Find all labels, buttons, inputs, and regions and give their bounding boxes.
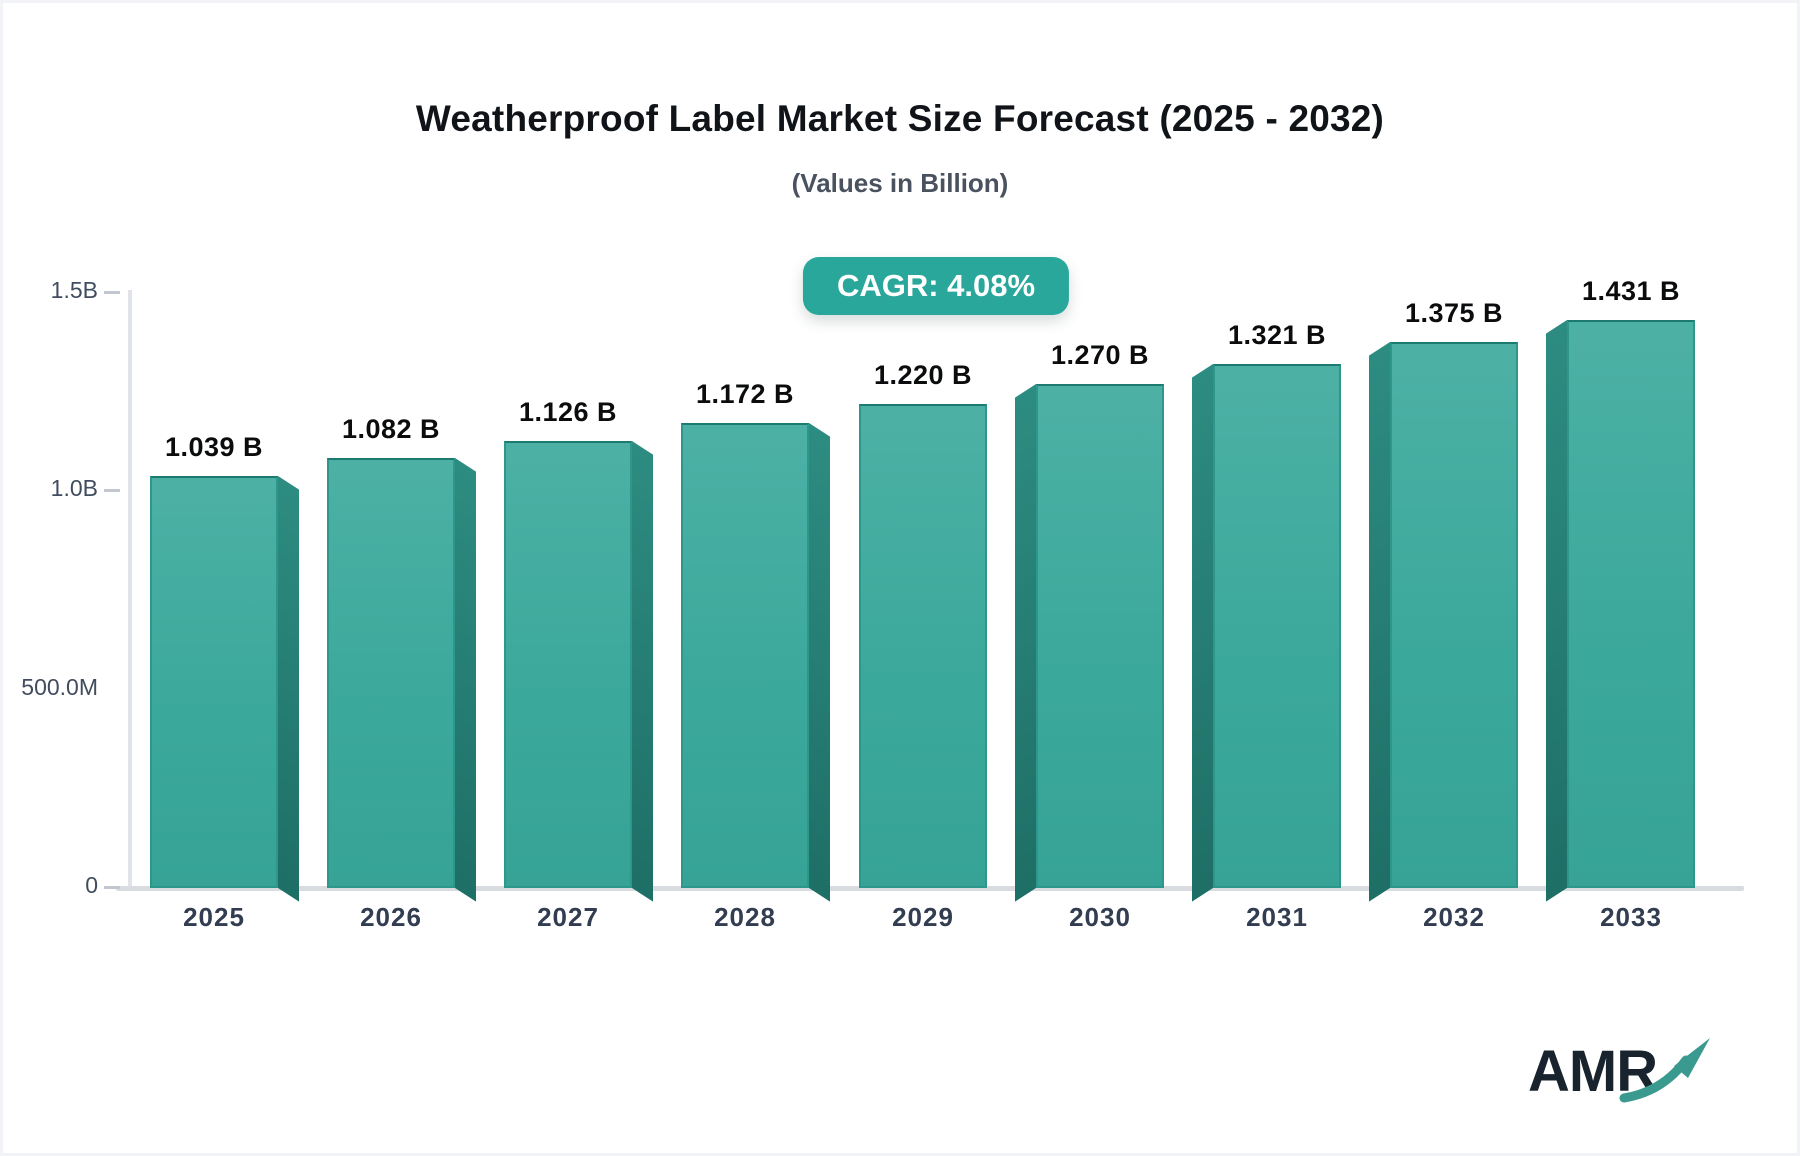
bar-value-label: 1.431 B: [1581, 276, 1681, 306]
bar-side: [1015, 384, 1036, 902]
bar-side: [278, 476, 299, 902]
cagr-badge: CAGR: 4.08%: [802, 257, 1070, 315]
bar-value-label: 1.172 B: [695, 379, 795, 409]
bar-value-label: 1.321 B: [1227, 320, 1327, 350]
bar-value-label: 1.126 B: [518, 397, 618, 427]
x-axis-label-2032: 2032: [1423, 902, 1485, 932]
y-axis-line: [128, 290, 132, 888]
bar-side: [1192, 364, 1213, 902]
chart-subtitle: (Values in Billion): [791, 168, 1009, 198]
bar-side: [1546, 320, 1567, 902]
y-axis-label-1.0B: 1.0B: [50, 475, 98, 501]
x-axis-label-2031: 2031: [1246, 902, 1308, 932]
bar-2033[interactable]: [1546, 320, 1695, 902]
bar-2027[interactable]: [504, 441, 653, 902]
bar-face: [1567, 320, 1695, 888]
bar-face: [1390, 342, 1518, 888]
x-axis-baseline: [116, 886, 1744, 891]
bar-value-label: 1.375 B: [1404, 298, 1504, 328]
bar-2028[interactable]: [681, 423, 830, 902]
x-axis-label-2027: 2027: [537, 902, 599, 932]
x-axis-label-2030: 2030: [1069, 902, 1131, 932]
y-axis-label-1.5B: 1.5B: [50, 276, 98, 303]
bar-2031[interactable]: [1192, 364, 1341, 902]
bar-face: [1213, 364, 1341, 888]
bar-face: [327, 458, 455, 888]
bar-face: [504, 441, 632, 888]
bar-value-label: 1.039 B: [164, 432, 264, 462]
bar-face: [859, 404, 987, 888]
bar-2032[interactable]: [1369, 342, 1518, 902]
bar-face: [1036, 384, 1164, 888]
x-axis-label-2028: 2028: [714, 902, 776, 932]
bar-face: [150, 476, 278, 888]
bar-side: [809, 423, 830, 902]
x-axis-label-2033: 2033: [1600, 902, 1662, 932]
chart-title: Weatherproof Label Market Size Forecast …: [415, 98, 1385, 139]
y-axis-tick-1.0B: [104, 489, 120, 492]
x-axis-label-2026: 2026: [360, 902, 422, 932]
bar-2026[interactable]: [327, 458, 476, 902]
x-axis-label-2029: 2029: [892, 902, 954, 932]
bar-side: [1369, 342, 1390, 902]
y-axis-label-0: 0: [85, 872, 98, 898]
growth-arrow-icon: [1619, 1038, 1710, 1103]
bar-2025[interactable]: [150, 476, 299, 902]
x-axis-label-2025: 2025: [183, 902, 245, 932]
amr-logo: AMR: [1528, 1038, 1710, 1104]
bar-side: [632, 441, 653, 902]
bar-2030[interactable]: [1015, 384, 1164, 902]
y-axis-tick-0: [104, 886, 120, 889]
y-axis-tick-1.5B: [104, 290, 120, 294]
bar-side: [455, 458, 476, 902]
bar-value-label: 1.082 B: [341, 414, 441, 444]
bar-value-label: 1.220 B: [873, 360, 973, 390]
bar-value-label: 1.270 B: [1050, 340, 1150, 370]
bar-face: [681, 423, 809, 888]
bar-2029[interactable]: [859, 404, 987, 888]
y-axis-label-500.0M: 500.0M: [21, 673, 98, 700]
